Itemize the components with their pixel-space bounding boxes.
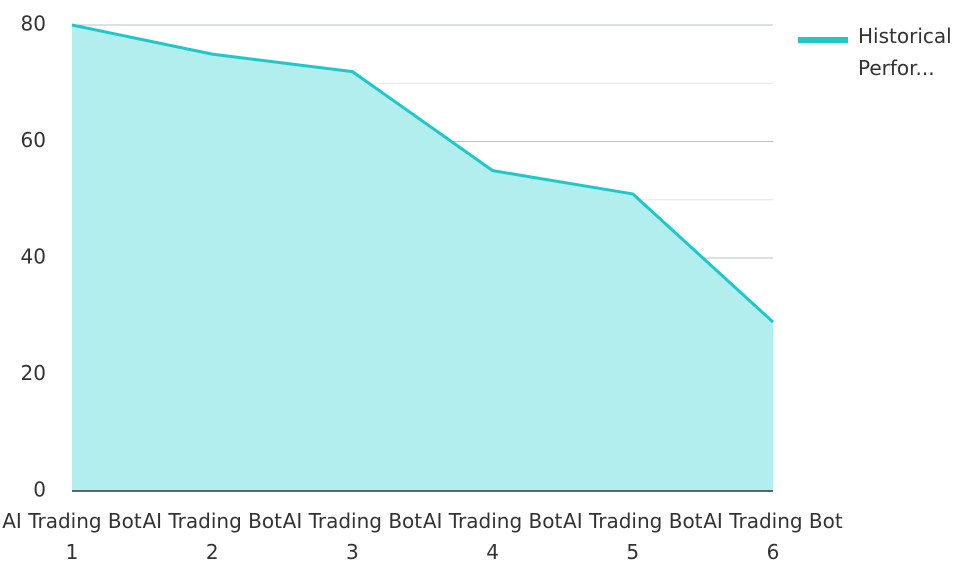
x-tick-label: AI Trading Bot 3 <box>283 509 423 564</box>
x-tick-label: AI Trading Bot 5 <box>563 509 703 564</box>
y-tick-label: 80 <box>21 12 46 36</box>
line <box>71 23 775 324</box>
x-tick-label: AI Trading Bot 1 <box>2 509 142 564</box>
y-tick-label: 60 <box>21 128 46 152</box>
y-tick-label: 20 <box>21 361 46 385</box>
x-tick-label: AI Trading Bot 2 <box>142 509 282 564</box>
y-tick-label: 0 <box>33 478 46 502</box>
x-tick-label: AI Trading Bot 6 <box>703 509 843 564</box>
area <box>72 25 773 491</box>
x-tick-label: AI Trading Bot 4 <box>423 509 563 564</box>
legend-label: Historical Perfor... <box>858 24 952 80</box>
y-tick-label: 40 <box>21 245 46 269</box>
